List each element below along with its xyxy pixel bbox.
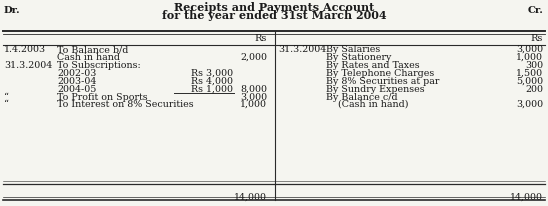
Text: Rs 1,000: Rs 1,000 bbox=[191, 85, 233, 94]
Text: 2,000: 2,000 bbox=[240, 53, 267, 62]
Text: 31.3.2004: 31.3.2004 bbox=[4, 61, 52, 70]
Text: 200: 200 bbox=[525, 85, 543, 94]
Text: By Telephone Charges: By Telephone Charges bbox=[326, 69, 434, 78]
Text: “: “ bbox=[4, 93, 9, 102]
Text: 2003-04: 2003-04 bbox=[57, 77, 96, 86]
Text: 1,000: 1,000 bbox=[240, 100, 267, 109]
Text: By Stationery: By Stationery bbox=[326, 53, 391, 62]
Text: 5,000: 5,000 bbox=[516, 77, 543, 86]
Text: By Balance c/d: By Balance c/d bbox=[326, 93, 398, 102]
Text: Rs: Rs bbox=[255, 34, 267, 43]
Text: Dr.: Dr. bbox=[4, 6, 21, 15]
Text: for the year ended 31st March 2004: for the year ended 31st March 2004 bbox=[162, 10, 386, 21]
Text: To Interest on 8% Securities: To Interest on 8% Securities bbox=[57, 100, 193, 109]
Text: To Balance b/d: To Balance b/d bbox=[57, 45, 128, 54]
Text: 1,000: 1,000 bbox=[516, 53, 543, 62]
Text: Rs 3,000: Rs 3,000 bbox=[191, 69, 233, 78]
Text: To Subscriptions:: To Subscriptions: bbox=[57, 61, 141, 70]
Text: 2002-03: 2002-03 bbox=[57, 69, 96, 78]
Text: Rs 4,000: Rs 4,000 bbox=[191, 77, 233, 86]
Text: By Sundry Expenses: By Sundry Expenses bbox=[326, 85, 425, 94]
Text: (Cash in hand): (Cash in hand) bbox=[326, 100, 408, 109]
Text: “: “ bbox=[4, 100, 9, 109]
Text: 3,000: 3,000 bbox=[240, 93, 267, 102]
Text: Cr.: Cr. bbox=[528, 6, 544, 15]
Text: 1,500: 1,500 bbox=[516, 69, 543, 78]
Text: 8,000: 8,000 bbox=[240, 85, 267, 94]
Text: 31.3.2004: 31.3.2004 bbox=[278, 45, 326, 54]
Text: 300: 300 bbox=[525, 61, 543, 70]
Text: 1.4.2003: 1.4.2003 bbox=[4, 45, 46, 54]
Text: Cash in hand: Cash in hand bbox=[57, 53, 120, 62]
Text: 3,000: 3,000 bbox=[516, 45, 543, 54]
Text: Rs: Rs bbox=[530, 34, 543, 43]
Text: 3,000: 3,000 bbox=[516, 100, 543, 109]
Text: By 8% Securities at par: By 8% Securities at par bbox=[326, 77, 439, 86]
Text: 14,000: 14,000 bbox=[510, 193, 543, 202]
Text: To Profit on Sports: To Profit on Sports bbox=[57, 93, 147, 102]
Text: By Rates and Taxes: By Rates and Taxes bbox=[326, 61, 420, 70]
Text: Receipts and Payments Account: Receipts and Payments Account bbox=[174, 2, 374, 13]
Text: 2004-05: 2004-05 bbox=[57, 85, 96, 94]
Text: By Salaries: By Salaries bbox=[326, 45, 380, 54]
Text: 14,000: 14,000 bbox=[234, 193, 267, 202]
